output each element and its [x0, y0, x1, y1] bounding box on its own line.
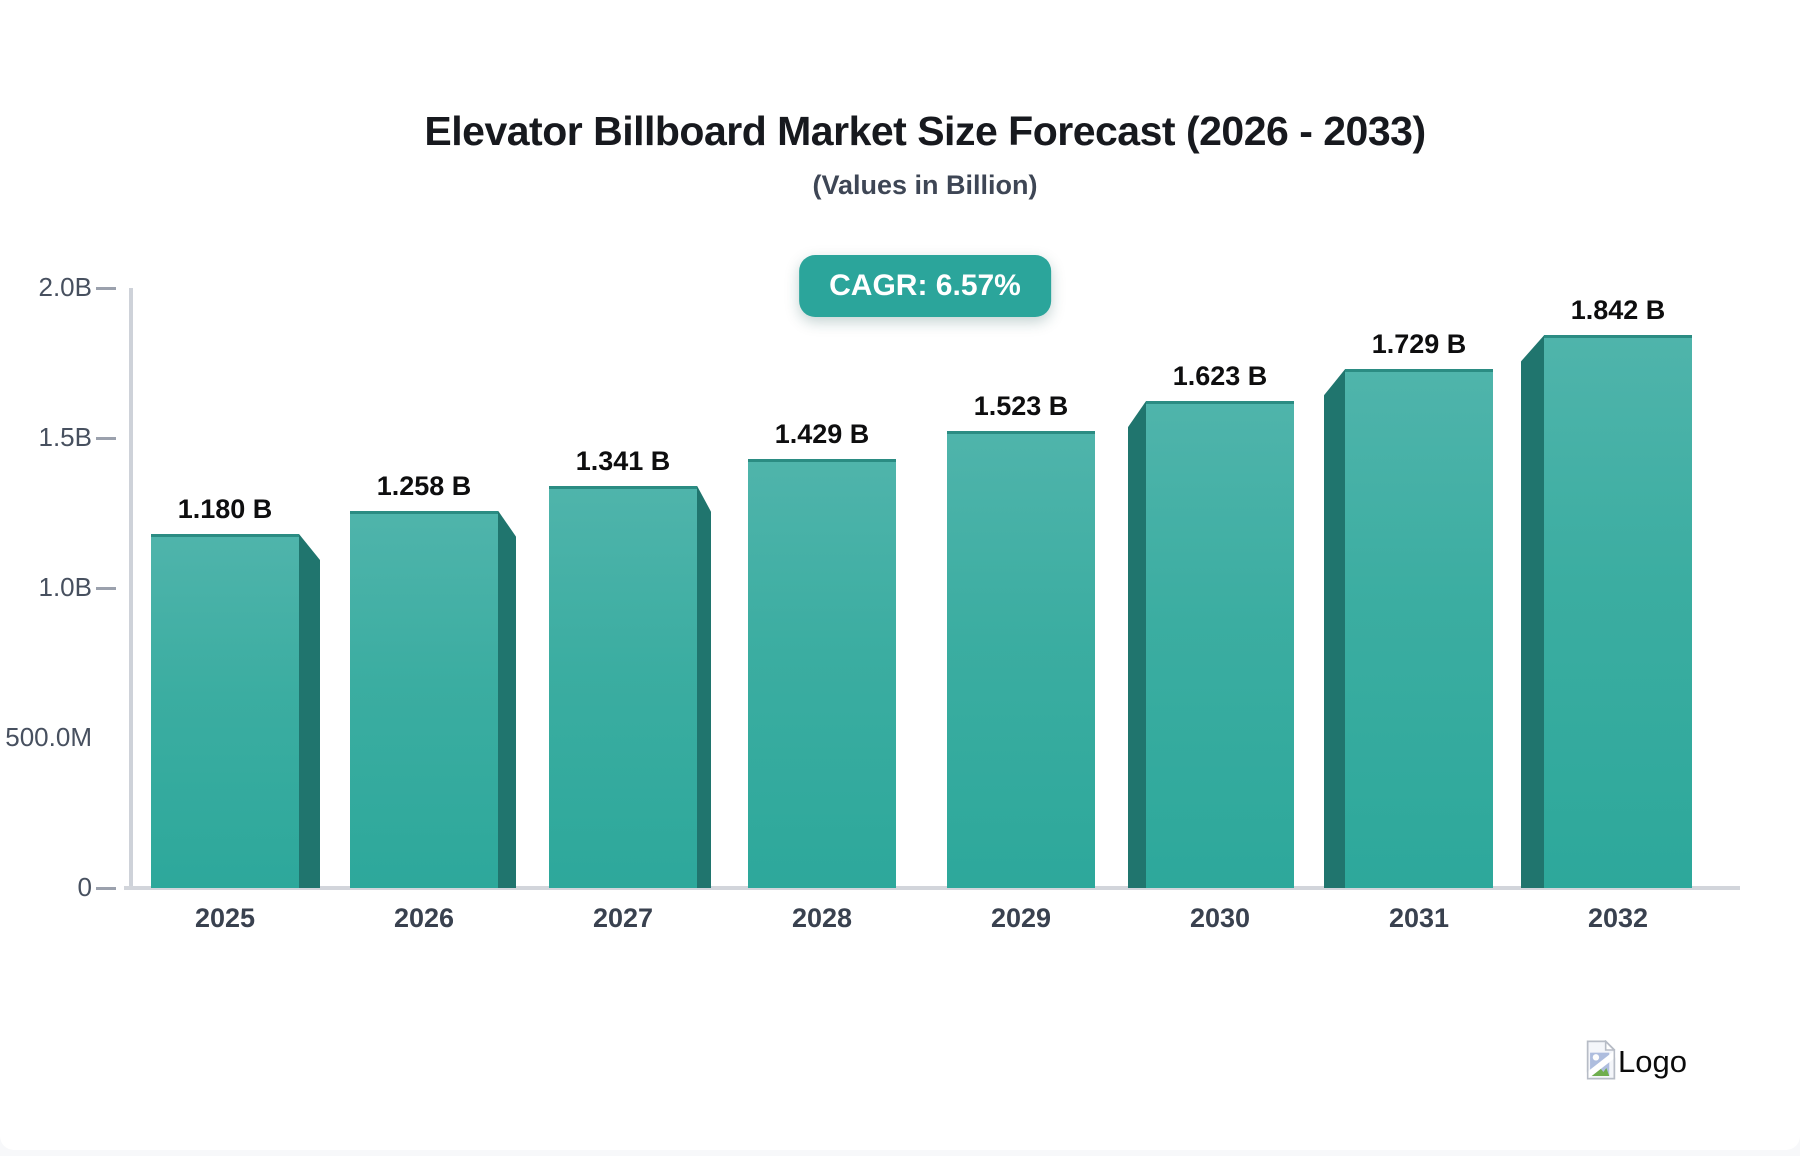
bar-side-panel [1521, 335, 1544, 888]
bar-value-label: 1.623 B [1172, 361, 1268, 392]
broken-image-icon [1585, 1040, 1617, 1080]
bar-side-panel [697, 485, 711, 888]
bar-2029[interactable] [947, 431, 1095, 888]
y-tick-dash [96, 437, 116, 440]
x-tick-label: 2031 [1388, 903, 1450, 933]
x-tick-label: 2025 [194, 903, 256, 933]
x-tick-label: 2027 [592, 903, 654, 933]
y-tick-dash [96, 287, 116, 290]
x-tick-label: 2026 [393, 903, 455, 933]
x-tick-label: 2029 [990, 903, 1052, 933]
x-tick-label: 2030 [1189, 903, 1251, 933]
y-tick-dash [96, 887, 116, 890]
bar-2027[interactable] [549, 485, 697, 888]
logo-text: Logo [1618, 1044, 1687, 1080]
x-axis-line [124, 886, 1740, 890]
x-tick-label: 2032 [1587, 903, 1649, 933]
bar-side-panel [1128, 401, 1146, 888]
logo: Logo [1585, 1040, 1687, 1080]
chart-title: Elevator Billboard Market Size Forecast … [424, 108, 1426, 154]
bar-value-label: 1.729 B [1371, 329, 1467, 360]
y-tick-label: 1.5B [38, 422, 93, 452]
bar-side-panel [1324, 369, 1345, 888]
y-tick-label: 2.0B [38, 272, 93, 302]
bar-value-label: 1.341 B [575, 445, 671, 476]
y-tick-dash [96, 587, 116, 590]
y-tick-label: 500.0M [5, 722, 92, 752]
cagr-badge: CAGR: 6.57% [799, 255, 1051, 317]
chart-subtitle: (Values in Billion) [812, 170, 1038, 200]
bar-value-label: 1.429 B [774, 419, 870, 450]
bar-2025[interactable] [151, 534, 299, 888]
bar-2031[interactable] [1345, 369, 1493, 888]
x-tick-label: 2028 [791, 903, 853, 933]
bar-side-panel [498, 510, 516, 888]
bar-side-panel [299, 534, 320, 888]
bar-2028[interactable] [748, 459, 896, 888]
y-tick-label: 1.0B [38, 572, 93, 602]
bar-2030[interactable] [1146, 401, 1294, 888]
bar-2032[interactable] [1544, 335, 1692, 888]
y-axis-line [129, 288, 133, 890]
bar-2026[interactable] [350, 510, 498, 888]
bar-value-label: 1.258 B [376, 470, 472, 501]
bar-value-label: 1.842 B [1570, 295, 1666, 326]
bar-value-label: 1.523 B [973, 391, 1069, 422]
bar-value-label: 1.180 B [177, 494, 273, 524]
y-tick-label: 0 [77, 872, 92, 902]
